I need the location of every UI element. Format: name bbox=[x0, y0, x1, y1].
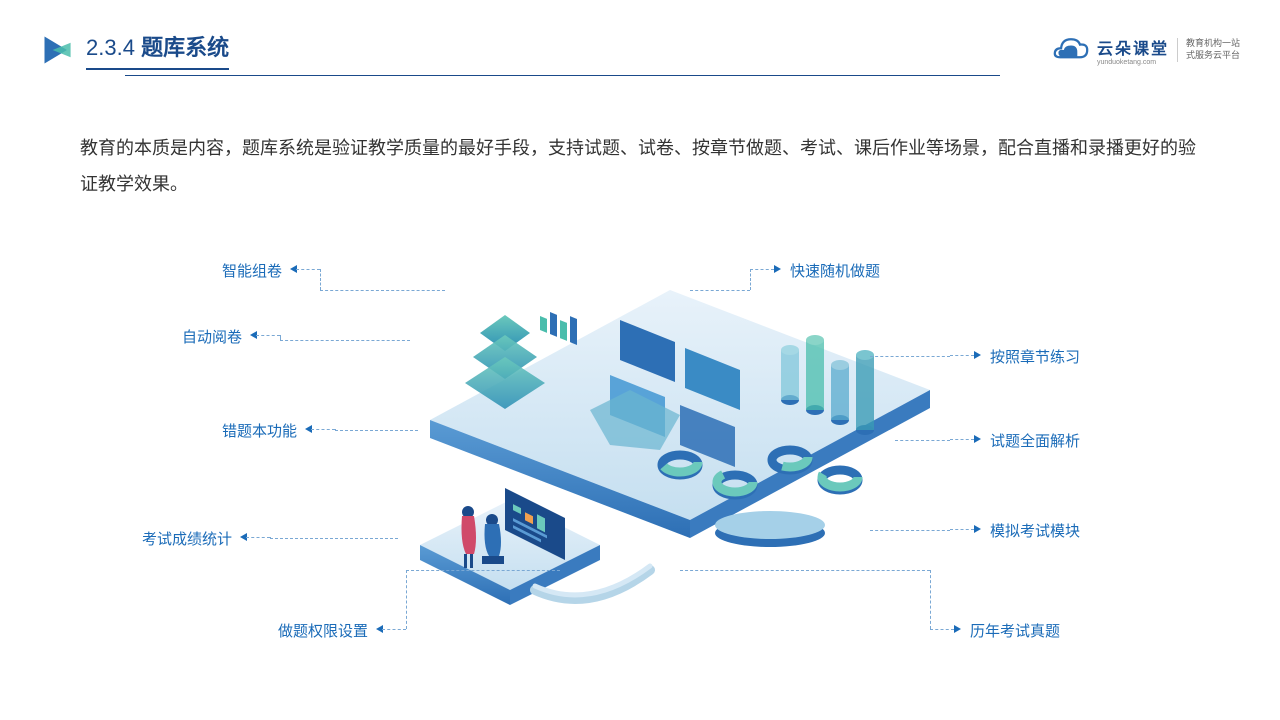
isometric-illustration bbox=[390, 270, 950, 630]
play-icon bbox=[40, 32, 76, 68]
feature-label-right: 按照章节练习 bbox=[990, 346, 1080, 367]
logo-tagline: 教育机构一站式服务云平台 bbox=[1177, 38, 1240, 61]
feature-label-left: 做题权限设置 bbox=[278, 620, 368, 641]
feature-label-right: 快速随机做题 bbox=[790, 260, 880, 281]
feature-label-left: 自动阅卷 bbox=[182, 326, 242, 347]
logo: 云朵课堂 yunduoketang.com 教育机构一站式服务云平台 bbox=[1053, 35, 1240, 66]
feature-label-right: 历年考试真题 bbox=[970, 620, 1060, 641]
title-underline bbox=[125, 75, 1000, 76]
description-text: 教育的本质是内容，题库系统是验证教学质量的最好手段，支持试题、试卷、按章节做题、… bbox=[80, 130, 1200, 202]
logo-text: 云朵课堂 bbox=[1097, 35, 1169, 59]
feature-diagram: 智能组卷自动阅卷错题本功能考试成绩统计做题权限设置 快速随机做题按照章节练习试题全… bbox=[0, 220, 1280, 700]
feature-label-left: 考试成绩统计 bbox=[142, 528, 232, 549]
section-title: 2.3.4 题库系统 bbox=[86, 30, 229, 70]
feature-label-left: 智能组卷 bbox=[222, 260, 282, 281]
cloud-icon bbox=[1053, 37, 1089, 63]
feature-label-right: 试题全面解析 bbox=[990, 430, 1080, 451]
feature-label-left: 错题本功能 bbox=[222, 420, 297, 441]
feature-label-right: 模拟考试模块 bbox=[990, 520, 1080, 541]
logo-url: yunduoketang.com bbox=[1097, 59, 1169, 66]
